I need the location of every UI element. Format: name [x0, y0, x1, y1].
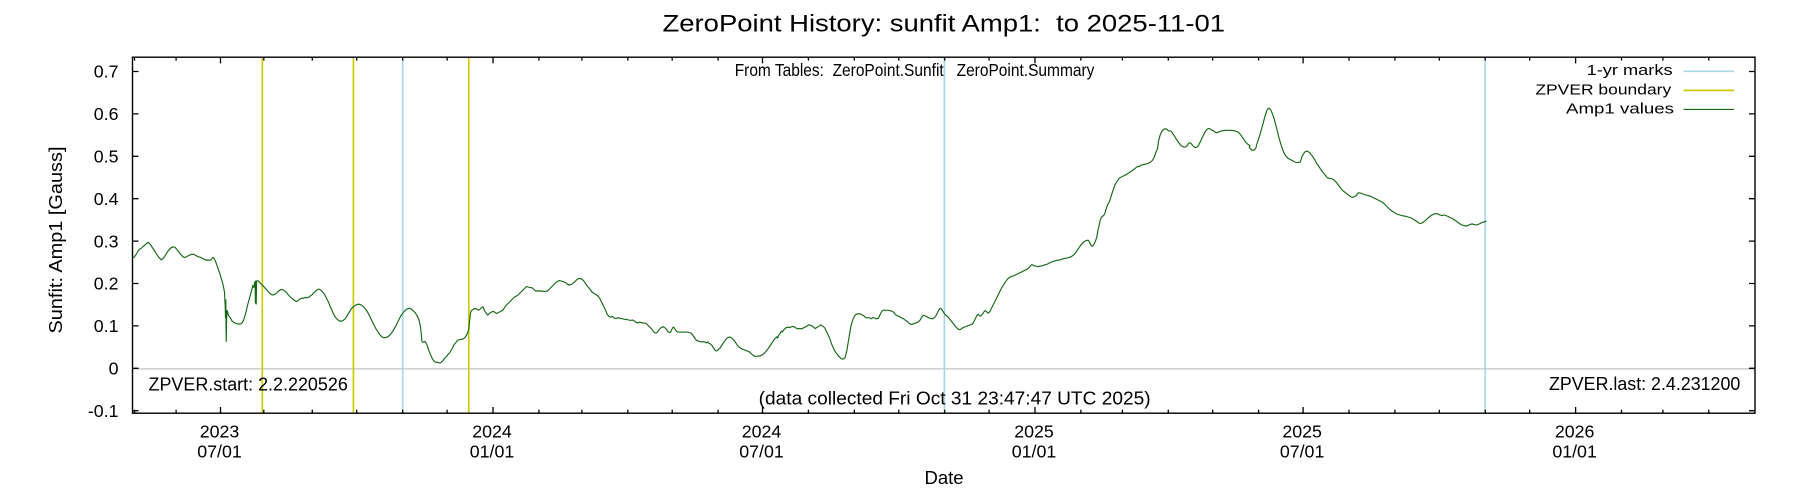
svg-text:2024: 2024	[472, 421, 512, 441]
svg-text:01/01: 01/01	[1552, 441, 1597, 461]
svg-text:0.4: 0.4	[94, 189, 119, 209]
svg-text:(data collected Fri Oct 31 23:: (data collected Fri Oct 31 23:47:47 UTC …	[759, 388, 1151, 409]
svg-text:ZeroPoint History: sunfit Amp1: ZeroPoint History: sunfit Amp1: to 2025-…	[663, 10, 1226, 37]
svg-text:2026: 2026	[1555, 421, 1595, 441]
svg-text:0.3: 0.3	[94, 231, 119, 251]
svg-text:0.7: 0.7	[94, 62, 119, 82]
svg-text:0.2: 0.2	[94, 274, 119, 294]
svg-text:0.5: 0.5	[94, 147, 119, 167]
svg-text:From Tables: ZeroPoint.Sunfit: From Tables: ZeroPoint.Sunfit ZeroPoint.…	[735, 60, 1095, 80]
svg-text:2025: 2025	[1014, 421, 1054, 441]
svg-text:0.1: 0.1	[94, 316, 119, 336]
svg-text:07/01: 07/01	[197, 441, 242, 461]
svg-text:01/01: 01/01	[1012, 441, 1057, 461]
svg-text:2023: 2023	[200, 421, 240, 441]
svg-text:Amp1 values: Amp1 values	[1566, 101, 1674, 117]
svg-text:2024: 2024	[742, 421, 782, 441]
svg-text:07/01: 07/01	[1280, 441, 1325, 461]
svg-text:01/01: 01/01	[470, 441, 515, 461]
svg-text:-0.1: -0.1	[88, 401, 119, 421]
svg-text:0: 0	[109, 359, 119, 379]
svg-text:ZPVER.last: 2.4.231200: ZPVER.last: 2.4.231200	[1549, 373, 1740, 394]
svg-text:Sunfit: Amp1 [Gauss]: Sunfit: Amp1 [Gauss]	[45, 147, 66, 334]
svg-text:0.6: 0.6	[94, 104, 119, 124]
svg-text:ZPVER boundary: ZPVER boundary	[1535, 82, 1672, 98]
svg-text:Date: Date	[924, 467, 963, 488]
svg-text:1-yr marks: 1-yr marks	[1587, 63, 1673, 79]
svg-text:2025: 2025	[1282, 421, 1322, 441]
svg-text:07/01: 07/01	[739, 441, 784, 461]
svg-text:ZPVER.start: 2.2.220526: ZPVER.start: 2.2.220526	[149, 373, 348, 394]
